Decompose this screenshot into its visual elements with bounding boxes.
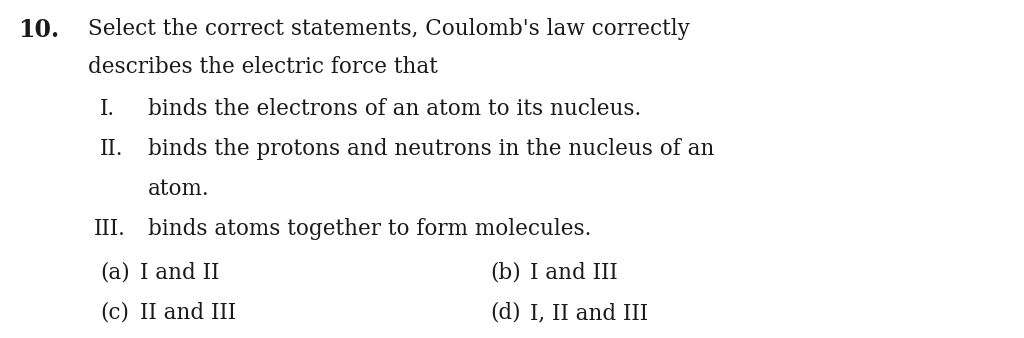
Text: I, II and III: I, II and III [530, 302, 648, 324]
Text: II.: II. [100, 138, 124, 160]
Text: describes the electric force that: describes the electric force that [88, 56, 438, 78]
Text: binds the protons and neutrons in the nucleus of an: binds the protons and neutrons in the nu… [148, 138, 715, 160]
Text: II and III: II and III [140, 302, 237, 324]
Text: 10.: 10. [18, 18, 59, 42]
Text: binds atoms together to form molecules.: binds atoms together to form molecules. [148, 218, 592, 240]
Text: (b): (b) [490, 262, 521, 284]
Text: binds the electrons of an atom to its nucleus.: binds the electrons of an atom to its nu… [148, 98, 641, 120]
Text: (c): (c) [100, 302, 129, 324]
Text: Select the correct statements, Coulomb's law correctly: Select the correct statements, Coulomb's… [88, 18, 690, 40]
Text: I and II: I and II [140, 262, 219, 284]
Text: I.: I. [100, 98, 115, 120]
Text: I and III: I and III [530, 262, 617, 284]
Text: III.: III. [94, 218, 126, 240]
Text: atom.: atom. [148, 178, 210, 200]
Text: (a): (a) [100, 262, 130, 284]
Text: (d): (d) [490, 302, 520, 324]
